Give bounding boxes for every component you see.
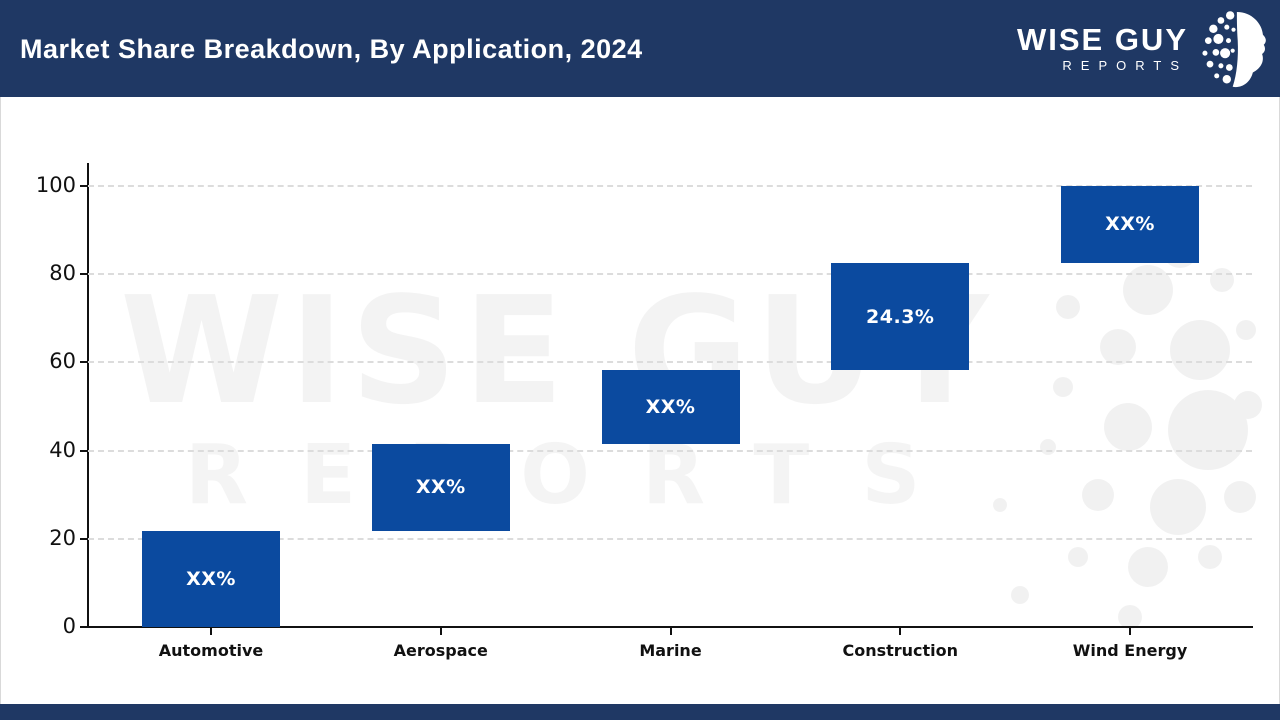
- x-tick-mark: [439, 628, 442, 635]
- gridline: [88, 184, 1252, 187]
- category-label: Construction: [842, 641, 959, 660]
- x-tick-mark: [899, 628, 902, 635]
- y-tick-label: 60: [49, 349, 76, 374]
- gridline: [88, 537, 1252, 540]
- x-axis-line: [87, 626, 1253, 628]
- bar-marine: XX%: [601, 370, 740, 444]
- bar-wind-energy: XX%: [1061, 185, 1199, 263]
- bar-value-label: 24.3%: [866, 305, 935, 328]
- watermark-brand-subtitle: REPORTS: [185, 428, 920, 523]
- bar-automotive: XX%: [142, 530, 280, 627]
- y-tick-mark: [80, 273, 87, 276]
- brand-name: WISE GUY: [1016, 22, 1188, 57]
- gridline: [88, 273, 1252, 276]
- bar-value-label: XX%: [415, 476, 466, 499]
- brand-logo: WISE GUY REPORTS: [1017, 6, 1270, 92]
- y-tick-label: 100: [35, 172, 76, 197]
- y-tick-label: 40: [49, 437, 76, 462]
- y-tick-label: 0: [62, 614, 76, 638]
- left-border: [0, 97, 1, 704]
- bar-value-label: XX%: [645, 396, 696, 419]
- x-tick-mark: [1129, 628, 1131, 635]
- header-bar: Market Share Breakdown, By Application, …: [0, 0, 1280, 97]
- brand-wordmark: WISE GUY REPORTS: [1016, 22, 1188, 73]
- category-label: Wind Energy: [1072, 641, 1188, 660]
- y-tick-mark: [80, 184, 87, 187]
- y-tick-mark: [80, 361, 87, 364]
- page-title: Market Share Breakdown, By Application, …: [20, 34, 643, 64]
- bar-aerospace: XX%: [371, 443, 510, 531]
- y-tick-label: 80: [49, 261, 76, 286]
- dotted-head-logo-icon: [1202, 11, 1266, 88]
- category-label: Automotive: [158, 641, 264, 660]
- x-tick-mark: [669, 628, 672, 635]
- category-label: Aerospace: [393, 641, 488, 660]
- watermark-brand-name: WISE GUY: [120, 265, 988, 437]
- bar-value-label: XX%: [186, 567, 236, 590]
- y-tick-mark: [80, 449, 87, 452]
- y-axis-line: [87, 163, 89, 628]
- y-tick-label: 20: [49, 525, 76, 550]
- x-tick-mark: [210, 628, 212, 635]
- category-label: Marine: [639, 641, 702, 660]
- y-tick-mark: [80, 626, 87, 628]
- bar-value-label: XX%: [1105, 213, 1155, 236]
- gridline: [88, 449, 1252, 452]
- footer-bar: [0, 704, 1280, 720]
- brand-subtitle: REPORTS: [1062, 58, 1188, 73]
- y-tick-mark: [80, 537, 87, 540]
- bar-construction: 24.3%: [831, 263, 970, 371]
- gridline: [88, 361, 1252, 364]
